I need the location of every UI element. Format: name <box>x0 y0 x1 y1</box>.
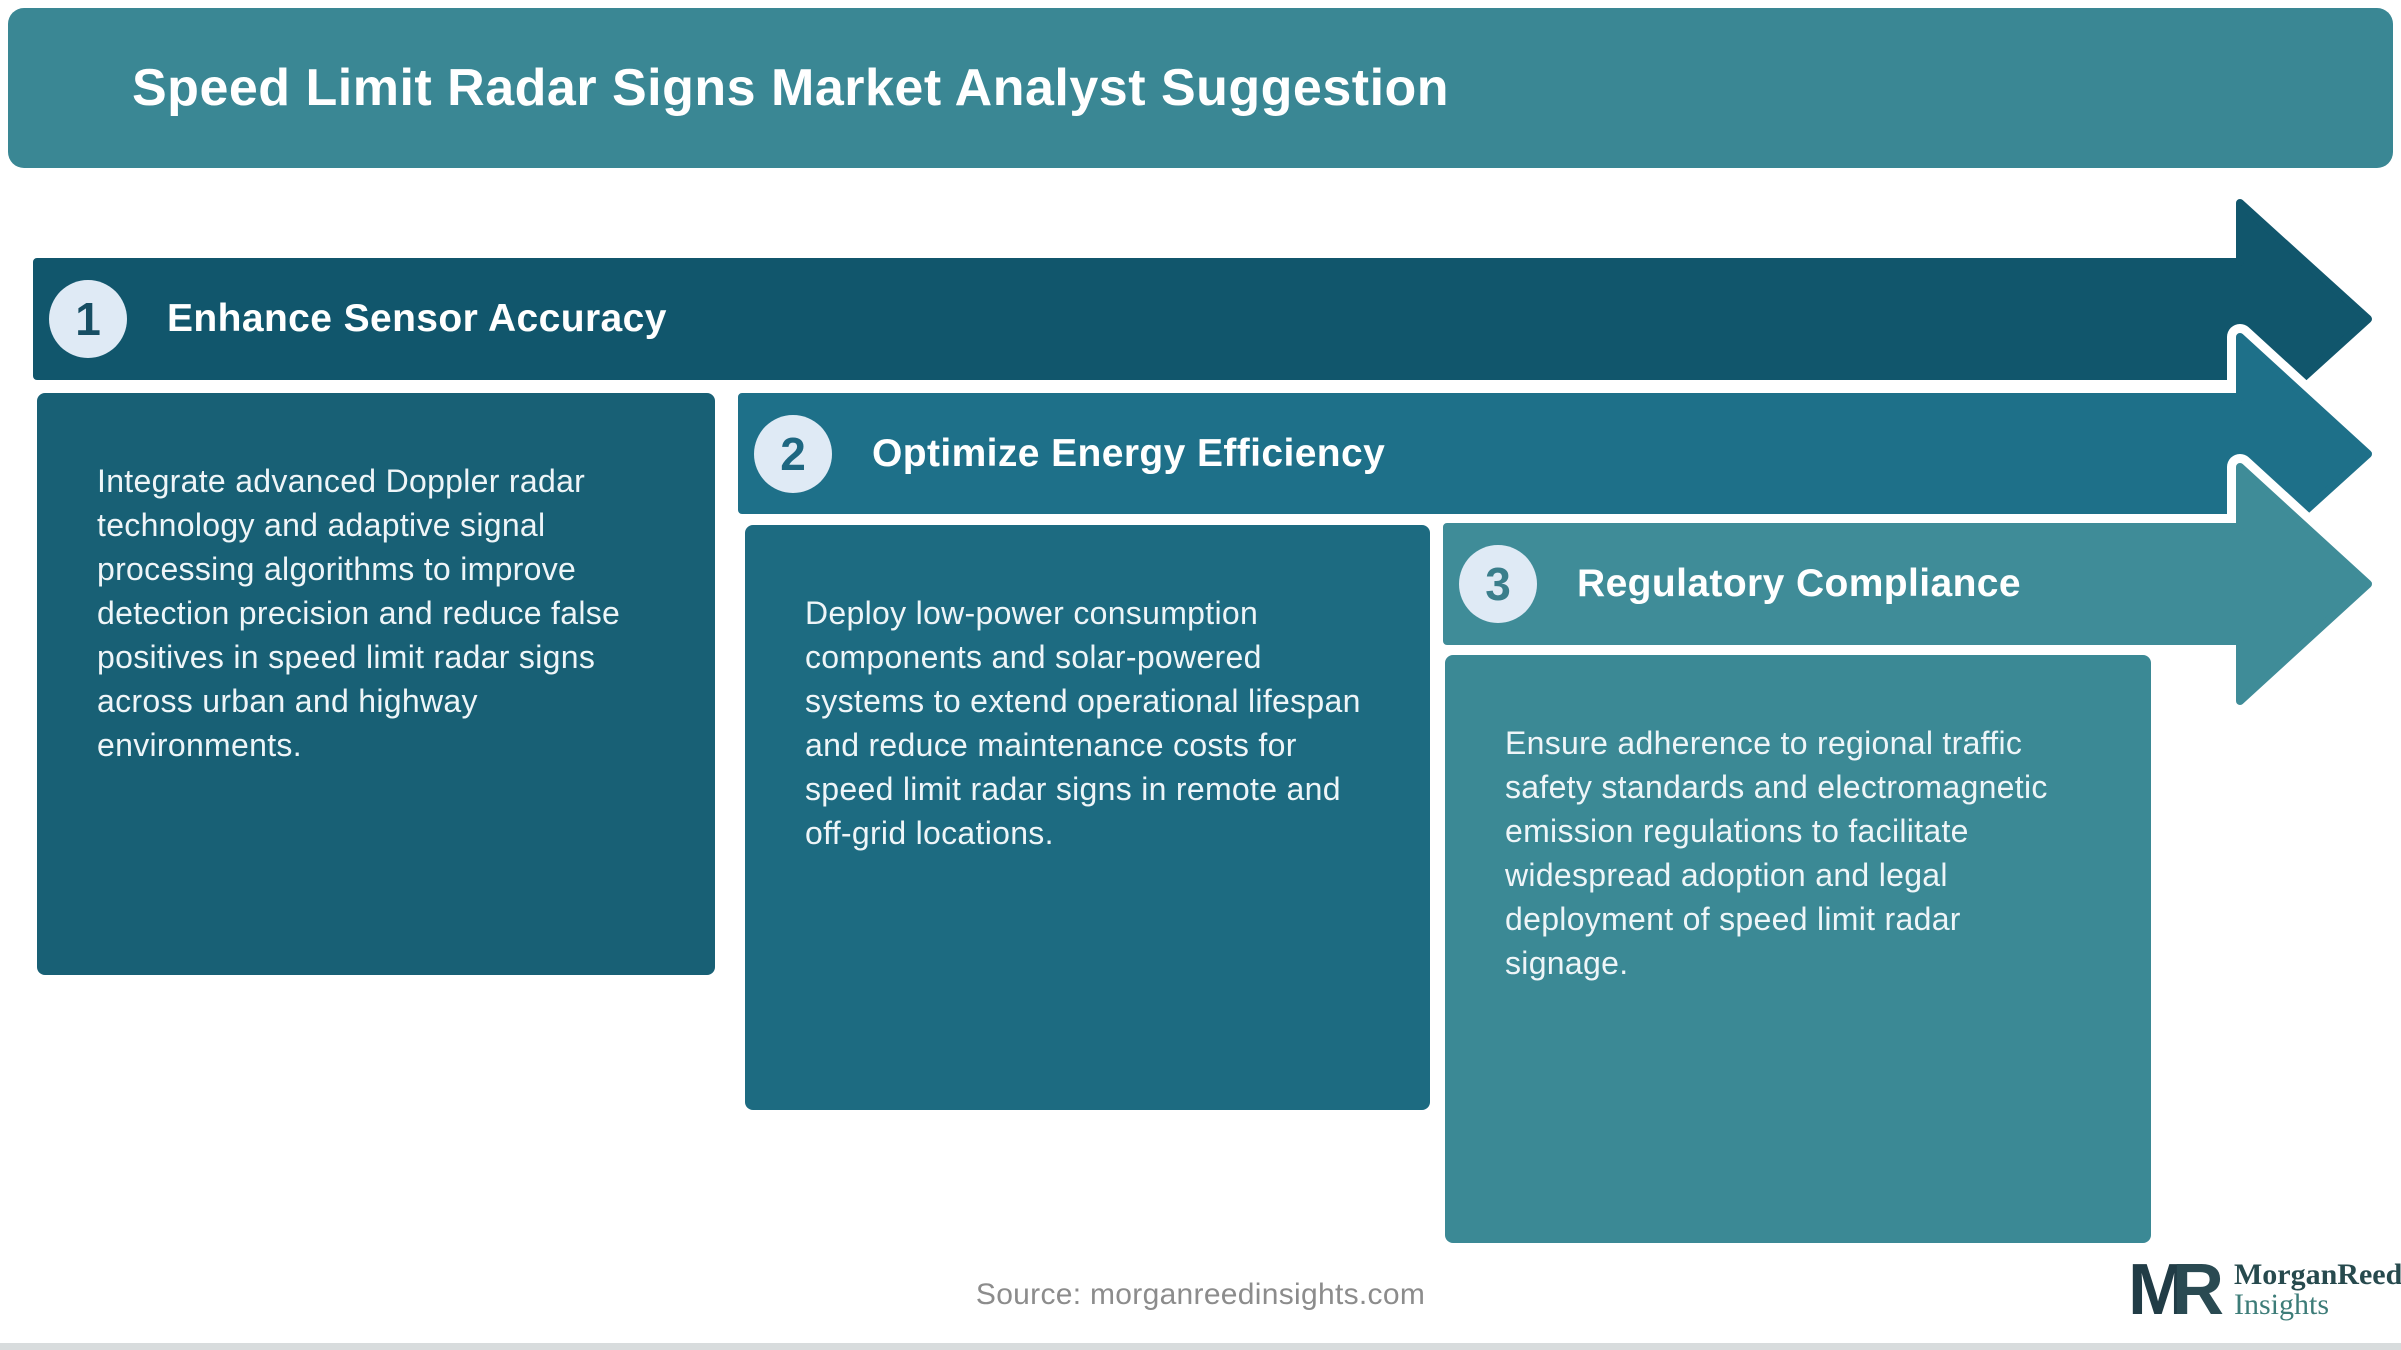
step1-title: Enhance Sensor Accuracy <box>167 297 667 340</box>
bottom-border-bar <box>0 1343 2401 1350</box>
step2-number: 2 <box>780 427 806 480</box>
logo-wordmark: MorganReed <box>2233 1258 2401 1291</box>
step2-banner: 2 Optimize Energy Efficiency <box>742 397 2240 510</box>
step1-arrow-shape <box>33 199 2372 439</box>
source-text: Source: morganreedinsights.com <box>975 1278 1426 1311</box>
step3-arrow-shape <box>1443 463 2372 705</box>
step1-description: Integrate advanced Doppler radar technol… <box>97 463 621 763</box>
step3-number: 3 <box>1485 558 1511 610</box>
step2-number-badge: 2 <box>754 414 832 493</box>
logo-monogram-m: M <box>2128 1250 2188 1330</box>
step3-description: Ensure adherence to regional traffic saf… <box>1505 725 2048 981</box>
step2-title: Optimize Energy Efficiency <box>872 431 1386 475</box>
logo-monogram: MR <box>2128 1254 2234 1326</box>
step1-description-box: Integrate advanced Doppler radar technol… <box>37 393 715 975</box>
logo-text: MorganReed Insights <box>2234 1260 2401 1320</box>
logo-tagline: Insights <box>2233 1288 2329 1321</box>
step3-title: Regulatory Compliance <box>1577 562 2021 605</box>
step2-description: Deploy low-power consumption components … <box>805 595 1361 851</box>
step3-banner: 3 Regulatory Compliance <box>1447 527 2240 641</box>
header-bar: Speed Limit Radar Signs Market Analyst S… <box>8 8 2393 168</box>
morganreed-logo: MR MorganReed Insights <box>2128 1254 2401 1326</box>
step1-banner: 1 Enhance Sensor Accuracy <box>37 262 2240 376</box>
step2-description-box: Deploy low-power consumption components … <box>745 525 1430 1110</box>
step1-number-badge: 1 <box>49 280 127 358</box>
logo-monogram-r: R <box>2171 1250 2224 1330</box>
step3-number-badge: 3 <box>1459 545 1537 623</box>
step1-number: 1 <box>75 293 101 345</box>
page-title: Speed Limit Radar Signs Market Analyst S… <box>132 59 1450 117</box>
step3-description-box: Ensure adherence to regional traffic saf… <box>1445 655 2151 1243</box>
